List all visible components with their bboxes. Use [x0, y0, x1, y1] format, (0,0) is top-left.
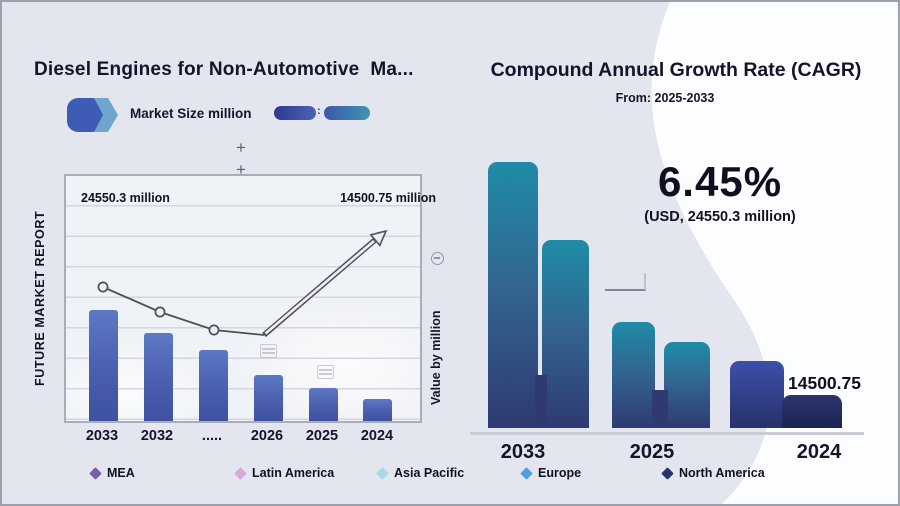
x-tick-2033: 2033 [85, 428, 119, 444]
step-line-decoration [605, 273, 646, 291]
cagr-bars-2033 [488, 162, 589, 428]
bar-2024 [363, 399, 392, 421]
market-size-chart: 24550.3 million 14500.75 million [64, 174, 436, 423]
legend-label: North America [679, 466, 765, 480]
right-chart-axis [470, 432, 864, 435]
legend-item-asia-pacific: Asia Pacific [376, 465, 465, 481]
plus-mark: + [236, 138, 246, 157]
cagr-title: Compound Annual Growth Rate (CAGR) [490, 59, 862, 81]
bar-bridge [535, 375, 547, 428]
cagr-bars-2024 [730, 361, 842, 428]
plus-mark: + [236, 160, 246, 179]
value-axis-label: Value by million [429, 310, 443, 406]
ratio-pill-left [274, 106, 316, 120]
legend-label: Asia Pacific [394, 466, 465, 480]
legend-item-latin-america: Latin America [234, 465, 335, 481]
x-tick-dots: ..... [201, 428, 223, 444]
cagr-bars-2025 [612, 322, 710, 428]
cagr-bar [664, 342, 710, 428]
legend-item-europe: Europe [520, 465, 582, 481]
bar-2033 [89, 310, 118, 421]
legend-label: MEA [107, 466, 135, 480]
future-market-report-watermark: FUTURE MARKET REPORT [33, 210, 47, 387]
annotation-left-value: 24550.3 million [81, 191, 170, 205]
bar-2032 [144, 333, 173, 421]
cagr-bar [542, 240, 589, 428]
legend-diamond-icon [520, 466, 533, 480]
legend-label: Latin America [252, 466, 335, 480]
legend-diamond-icon [89, 466, 102, 480]
market-size-cylinder-icon [67, 98, 118, 132]
legend-item-mea: MEA [89, 465, 135, 481]
bar-value-label: 14500.75 [788, 373, 861, 393]
bar-bridge [652, 390, 668, 428]
minus-circle-icon [431, 252, 444, 265]
x-tick-2026: 2026 [250, 428, 284, 444]
x-tick-2024: 2024 [360, 428, 394, 444]
cagr-detail: (USD, 24550.3 million) [644, 209, 796, 225]
cagr-bar [612, 322, 655, 428]
left-chart-title: Diesel Engines for Non-Automotive Ma... [34, 59, 414, 80]
market-size-legend-label: Market Size million [130, 106, 252, 121]
ratio-pill-right [324, 106, 370, 120]
ratio-separator: : [317, 105, 321, 117]
trend-line-arrow [97, 229, 388, 338]
right-x-tick-2025: 2025 [629, 441, 675, 463]
annotation-right-value: 14500.75 million [340, 191, 436, 205]
right-x-tick-2024: 2024 [796, 441, 842, 463]
bar-2025 [309, 388, 338, 421]
bar-2026 [254, 375, 283, 421]
cagr-value: 6.45% [657, 158, 783, 205]
legend-label: Europe [538, 466, 582, 480]
cagr-bar [730, 361, 784, 428]
right-x-tick-2033: 2033 [500, 441, 546, 463]
legend-diamond-icon [234, 466, 247, 480]
table-icon [260, 344, 277, 358]
legend-diamond-icon [376, 466, 389, 480]
x-tick-2025: 2025 [305, 428, 339, 444]
legend-diamond-icon [661, 466, 674, 480]
legend-item-north-america: North America [661, 465, 765, 481]
x-tick-2032: 2032 [140, 428, 174, 444]
bar-mid [199, 350, 228, 421]
table-icon [317, 365, 334, 379]
cagr-subtitle: From: 2025-2033 [615, 91, 715, 105]
cagr-bar [488, 162, 538, 428]
cagr-bar [782, 395, 842, 428]
